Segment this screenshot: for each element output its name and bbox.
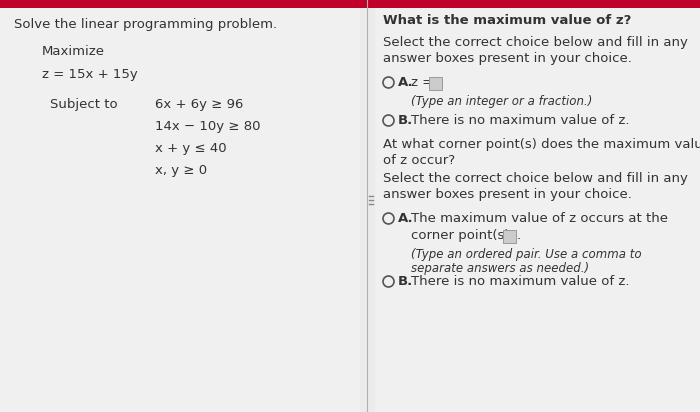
Text: Subject to: Subject to	[50, 98, 118, 111]
Text: A.: A.	[398, 212, 414, 225]
Bar	[0, 0, 700, 8]
Text: Select the correct choice below and fill in any: Select the correct choice below and fill…	[383, 172, 688, 185]
Text: There is no maximum value of z.: There is no maximum value of z.	[411, 275, 629, 288]
Bar	[429, 77, 442, 90]
Text: x, y ≥ 0: x, y ≥ 0	[155, 164, 207, 177]
Text: At what corner point(s) does the maximum value: At what corner point(s) does the maximum…	[383, 138, 700, 151]
Text: Select the correct choice below and fill in any: Select the correct choice below and fill…	[383, 36, 688, 49]
Bar	[503, 230, 516, 243]
Text: There is no maximum value of z.: There is no maximum value of z.	[411, 114, 629, 127]
Text: separate answers as needed.): separate answers as needed.)	[411, 262, 589, 275]
Text: 6x + 6y ≥ 96: 6x + 6y ≥ 96	[155, 98, 244, 111]
Bar	[0, 0, 360, 412]
Text: corner point(s): corner point(s)	[411, 229, 510, 242]
Text: .: .	[517, 229, 521, 242]
Text: A.: A.	[398, 76, 414, 89]
Text: z =: z =	[411, 76, 433, 89]
Text: Maximize: Maximize	[42, 45, 105, 58]
Text: z = 15x + 15y: z = 15x + 15y	[42, 68, 138, 81]
Text: answer boxes present in your choice.: answer boxes present in your choice.	[383, 52, 632, 65]
Text: (Type an ordered pair. Use a comma to: (Type an ordered pair. Use a comma to	[411, 248, 642, 261]
Text: B.: B.	[398, 275, 413, 288]
Text: What is the maximum value of z?: What is the maximum value of z?	[383, 14, 631, 27]
Text: 14x − 10y ≥ 80: 14x − 10y ≥ 80	[155, 120, 260, 133]
Text: of z occur?: of z occur?	[383, 154, 455, 167]
Text: The maximum value of z occurs at the: The maximum value of z occurs at the	[411, 212, 668, 225]
Text: B.: B.	[398, 114, 413, 127]
Text: x + y ≤ 40: x + y ≤ 40	[155, 142, 227, 155]
Text: answer boxes present in your choice.: answer boxes present in your choice.	[383, 188, 632, 201]
Text: Solve the linear programming problem.: Solve the linear programming problem.	[14, 18, 277, 31]
Bar	[375, 0, 700, 412]
Text: (Type an integer or a fraction.): (Type an integer or a fraction.)	[411, 95, 592, 108]
